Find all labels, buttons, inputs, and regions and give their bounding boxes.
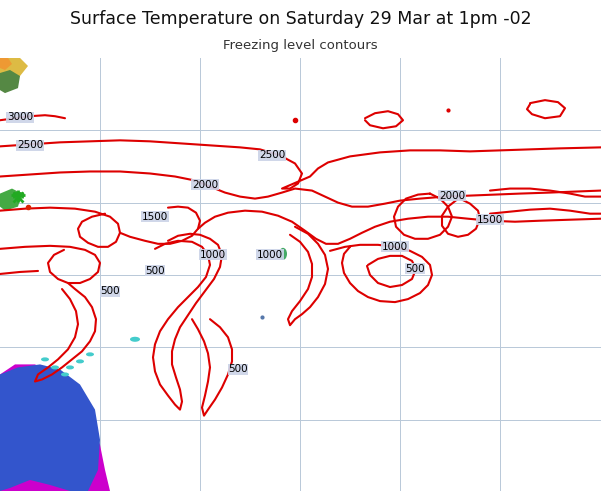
Text: 2500: 2500 — [17, 140, 43, 150]
Text: Freezing level contours: Freezing level contours — [223, 39, 378, 52]
Text: 1000: 1000 — [257, 250, 283, 260]
Polygon shape — [0, 364, 100, 491]
Ellipse shape — [66, 365, 74, 369]
Text: 2000: 2000 — [439, 191, 465, 201]
Text: 1500: 1500 — [142, 212, 168, 222]
Ellipse shape — [76, 359, 84, 363]
Text: 1500: 1500 — [477, 215, 503, 225]
Ellipse shape — [41, 357, 49, 361]
Text: 3000: 3000 — [7, 112, 33, 122]
Text: Surface Temperature on Saturday 29 Mar at 1pm -02: Surface Temperature on Saturday 29 Mar a… — [70, 9, 531, 27]
Ellipse shape — [279, 248, 287, 260]
Text: 500: 500 — [228, 364, 248, 375]
Polygon shape — [0, 58, 12, 70]
Ellipse shape — [130, 337, 140, 342]
Text: 2000: 2000 — [192, 180, 218, 190]
Text: 500: 500 — [145, 266, 165, 276]
Text: 500: 500 — [405, 264, 425, 274]
Text: 2500: 2500 — [259, 150, 285, 161]
Ellipse shape — [51, 365, 59, 369]
Text: 1000: 1000 — [200, 250, 226, 260]
Ellipse shape — [61, 373, 69, 377]
Text: 1000: 1000 — [382, 242, 408, 252]
Polygon shape — [0, 189, 22, 211]
Text: 500: 500 — [100, 286, 120, 296]
Polygon shape — [0, 70, 20, 93]
Polygon shape — [0, 364, 110, 491]
Polygon shape — [0, 58, 28, 78]
Ellipse shape — [86, 353, 94, 356]
